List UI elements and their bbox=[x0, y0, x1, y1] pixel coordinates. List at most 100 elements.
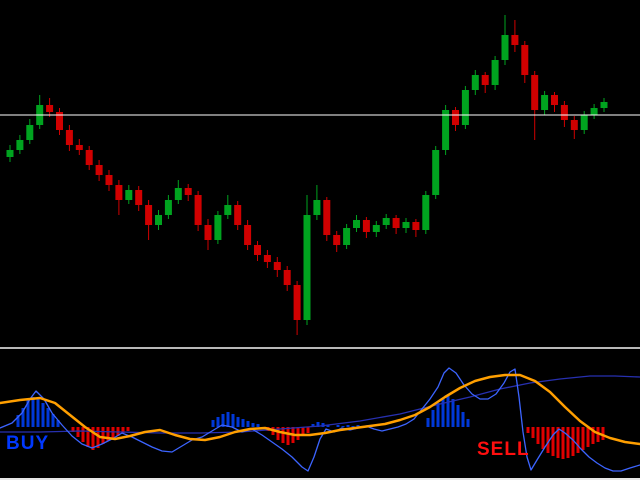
candle-body bbox=[560, 105, 568, 120]
candle-body bbox=[362, 220, 370, 232]
histogram-bar-positive bbox=[36, 399, 40, 427]
histogram-bar-positive bbox=[326, 425, 330, 427]
candle-body bbox=[392, 218, 400, 228]
candle-body bbox=[16, 140, 24, 150]
candle-body bbox=[65, 130, 73, 145]
candle-body bbox=[224, 205, 232, 215]
candle-body bbox=[531, 75, 539, 110]
sell-signal-label: SELL bbox=[477, 439, 530, 460]
histogram-bar-negative bbox=[536, 427, 540, 444]
candle-body bbox=[273, 262, 281, 270]
candle-body bbox=[145, 205, 153, 225]
candle-body bbox=[422, 195, 430, 230]
histogram-bar-negative bbox=[96, 427, 100, 448]
histogram-bar-positive bbox=[356, 425, 360, 427]
candle-body bbox=[254, 245, 261, 255]
histogram-bar-negative bbox=[121, 427, 125, 433]
histogram-bar-negative bbox=[81, 427, 85, 442]
histogram-bar-positive bbox=[21, 408, 25, 427]
histogram-bar-positive bbox=[436, 403, 440, 427]
indicator-bottom-border bbox=[0, 478, 640, 480]
histogram-bar-positive bbox=[216, 417, 220, 427]
histogram-bar-negative bbox=[526, 427, 530, 433]
candle-body bbox=[46, 105, 54, 112]
histogram-bar-positive bbox=[46, 408, 50, 427]
histogram-bar-positive bbox=[251, 423, 255, 427]
histogram-bar-positive bbox=[351, 426, 355, 427]
histogram-bar-negative bbox=[86, 427, 90, 447]
histogram-bar-positive bbox=[221, 414, 225, 427]
candle-body bbox=[343, 228, 351, 245]
candle-body bbox=[481, 75, 489, 85]
histogram-bar-positive bbox=[231, 414, 235, 427]
candle-body bbox=[303, 215, 311, 320]
candle-body bbox=[600, 102, 608, 108]
candle-body bbox=[26, 125, 34, 140]
histogram-bar-negative bbox=[566, 427, 570, 458]
candle-body bbox=[382, 218, 390, 225]
histogram-bar-negative bbox=[286, 427, 290, 445]
histogram-bar-negative bbox=[576, 427, 580, 453]
candle-body bbox=[432, 150, 440, 195]
candle-body bbox=[214, 215, 222, 240]
candle-body bbox=[313, 200, 321, 215]
panel-divider bbox=[0, 347, 640, 349]
candle-body bbox=[353, 220, 360, 228]
candle-body bbox=[115, 185, 123, 200]
histogram-bar-positive bbox=[16, 415, 20, 427]
candle-body bbox=[412, 222, 420, 230]
candle-body bbox=[541, 95, 549, 110]
candle-body bbox=[442, 110, 450, 150]
candle-body bbox=[194, 195, 202, 225]
histogram-bar-negative bbox=[106, 427, 110, 441]
histogram-bar-negative bbox=[601, 427, 605, 440]
histogram-bar-positive bbox=[316, 422, 320, 427]
histogram-bar-positive bbox=[31, 397, 35, 427]
histogram-bar-negative bbox=[571, 427, 575, 456]
candle-body bbox=[105, 175, 113, 185]
candle-body bbox=[125, 190, 133, 200]
histogram-bar-positive bbox=[341, 426, 345, 427]
histogram-bar-negative bbox=[551, 427, 555, 456]
histogram-bar-negative bbox=[541, 427, 545, 449]
candle-body bbox=[155, 215, 162, 225]
histogram-bar-negative bbox=[556, 427, 560, 458]
histogram-bar-negative bbox=[306, 427, 310, 433]
histogram-bar-positive bbox=[26, 400, 30, 427]
candle-body bbox=[293, 285, 301, 320]
buy-signal-label: BUY bbox=[6, 433, 50, 454]
histogram-bar-positive bbox=[466, 419, 470, 427]
candle-body bbox=[333, 235, 341, 245]
histogram-bar-negative bbox=[71, 427, 75, 432]
histogram-bar-positive bbox=[451, 399, 455, 427]
candle-body bbox=[234, 205, 242, 225]
histogram-bar-negative bbox=[111, 427, 115, 438]
histogram-bar-positive bbox=[311, 424, 315, 427]
candle-body bbox=[323, 200, 331, 235]
candle-body bbox=[283, 270, 291, 285]
histogram-bar-positive bbox=[211, 420, 215, 427]
histogram-bar-negative bbox=[91, 427, 95, 450]
candle-body bbox=[95, 165, 103, 175]
candle-body bbox=[471, 75, 479, 90]
histogram-bar-negative bbox=[101, 427, 105, 444]
fast-line bbox=[0, 367, 640, 472]
histogram-bar-positive bbox=[426, 418, 430, 427]
histogram-bar-positive bbox=[236, 417, 240, 427]
price-chart-panel[interactable] bbox=[0, 0, 640, 347]
histogram-bar-positive bbox=[56, 420, 60, 427]
histogram-bar-negative bbox=[581, 427, 585, 450]
histogram-bar-positive bbox=[246, 421, 250, 427]
candle-body bbox=[6, 150, 14, 157]
histogram-bar-positive bbox=[41, 403, 45, 427]
histogram-bar-negative bbox=[276, 427, 280, 440]
candle-body bbox=[461, 90, 469, 125]
histogram-bar-positive bbox=[241, 419, 245, 427]
candle-body bbox=[580, 115, 588, 130]
histogram-bar-positive bbox=[256, 424, 260, 427]
histogram-bar-negative bbox=[281, 427, 285, 443]
candle-body bbox=[491, 60, 499, 85]
macd-indicator-panel[interactable] bbox=[0, 349, 640, 478]
candle-body bbox=[75, 145, 83, 150]
